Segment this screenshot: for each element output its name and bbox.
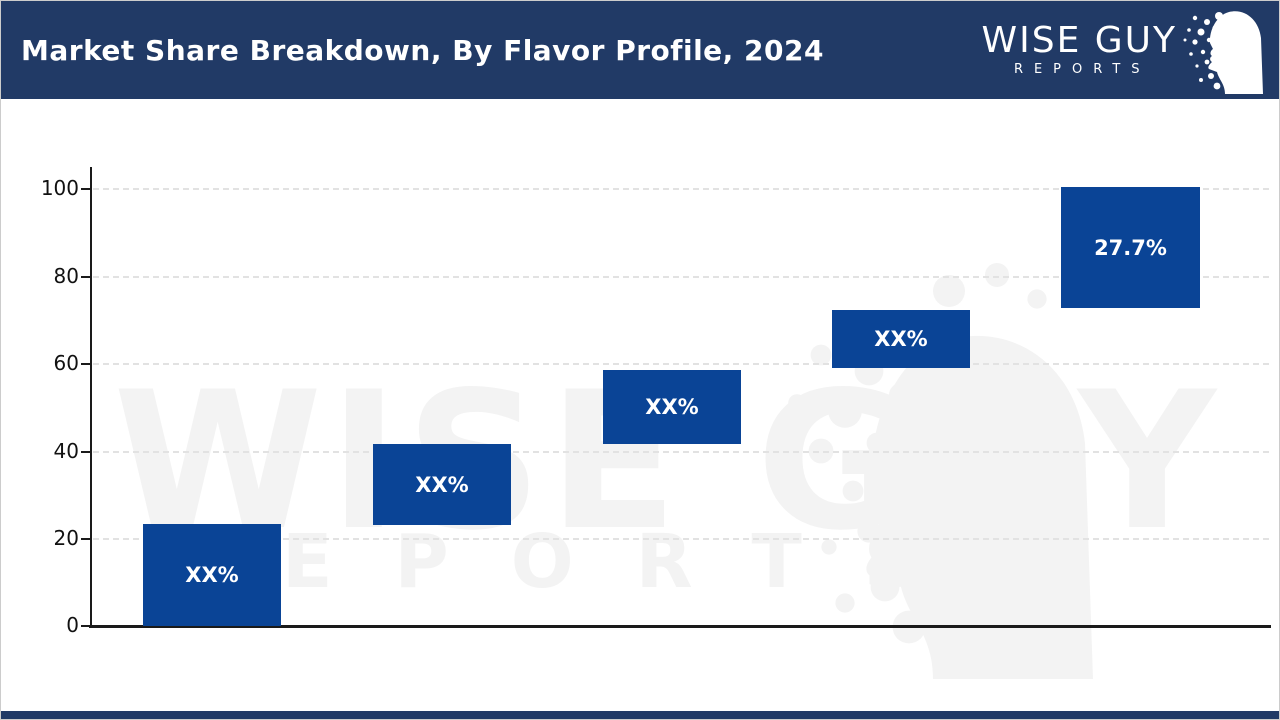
- bar-value-label: XX%: [415, 472, 469, 497]
- gridline-40: [93, 451, 1269, 453]
- y-tick: [81, 451, 90, 453]
- bar-value-label: XX%: [185, 563, 239, 587]
- logo-text: WISE GUY REPORTS: [981, 20, 1178, 78]
- gridline-60: [93, 363, 1269, 365]
- y-tick-label: 0: [66, 613, 79, 637]
- y-tick: [81, 188, 90, 190]
- bar-tequila: XX%: [832, 310, 970, 368]
- y-tick-label: 100: [40, 176, 79, 200]
- y-tick: [81, 625, 90, 627]
- logo-face-icon: [1183, 11, 1263, 94]
- chart-plot-area: WISE GUY REPORTS: [1, 99, 1279, 713]
- x-axis: [89, 625, 1271, 628]
- bar-value-label: XX%: [645, 395, 699, 419]
- y-tick: [81, 276, 90, 278]
- gridline-20: [93, 538, 1269, 540]
- gridline-80: [93, 276, 1269, 278]
- bar-rum: XX%: [373, 444, 511, 525]
- page-title: Market Share Breakdown, By Flavor Profil…: [21, 33, 824, 67]
- wise-guy-reports-logo: WISE GUY REPORTS: [981, 6, 1263, 94]
- y-axis: [90, 167, 92, 627]
- footer-accent-bar: [1, 711, 1279, 719]
- y-tick-label: 20: [53, 526, 79, 550]
- y-tick-label: 40: [53, 439, 79, 463]
- y-tick-label: 60: [53, 351, 79, 375]
- header-bar: Market Share Breakdown, By Flavor Profil…: [1, 1, 1279, 99]
- bar-value-label: XX%: [874, 327, 928, 351]
- gridline-100: [93, 188, 1269, 190]
- bar-wine: 27.7%: [1061, 187, 1200, 308]
- logo-subtitle: REPORTS: [1013, 62, 1151, 77]
- y-tick: [81, 538, 90, 540]
- bar-whiskey: XX%: [143, 524, 281, 626]
- y-tick-label: 80: [53, 264, 79, 288]
- bar-vodka: XX%: [603, 370, 741, 444]
- logo-wordmark: WISE GUY: [981, 20, 1177, 61]
- y-tick: [81, 363, 90, 365]
- watermark-subtitle: REPORTS: [163, 519, 980, 605]
- bar-value-label: 27.7%: [1094, 235, 1167, 260]
- watermark-face-icon: [773, 263, 1093, 679]
